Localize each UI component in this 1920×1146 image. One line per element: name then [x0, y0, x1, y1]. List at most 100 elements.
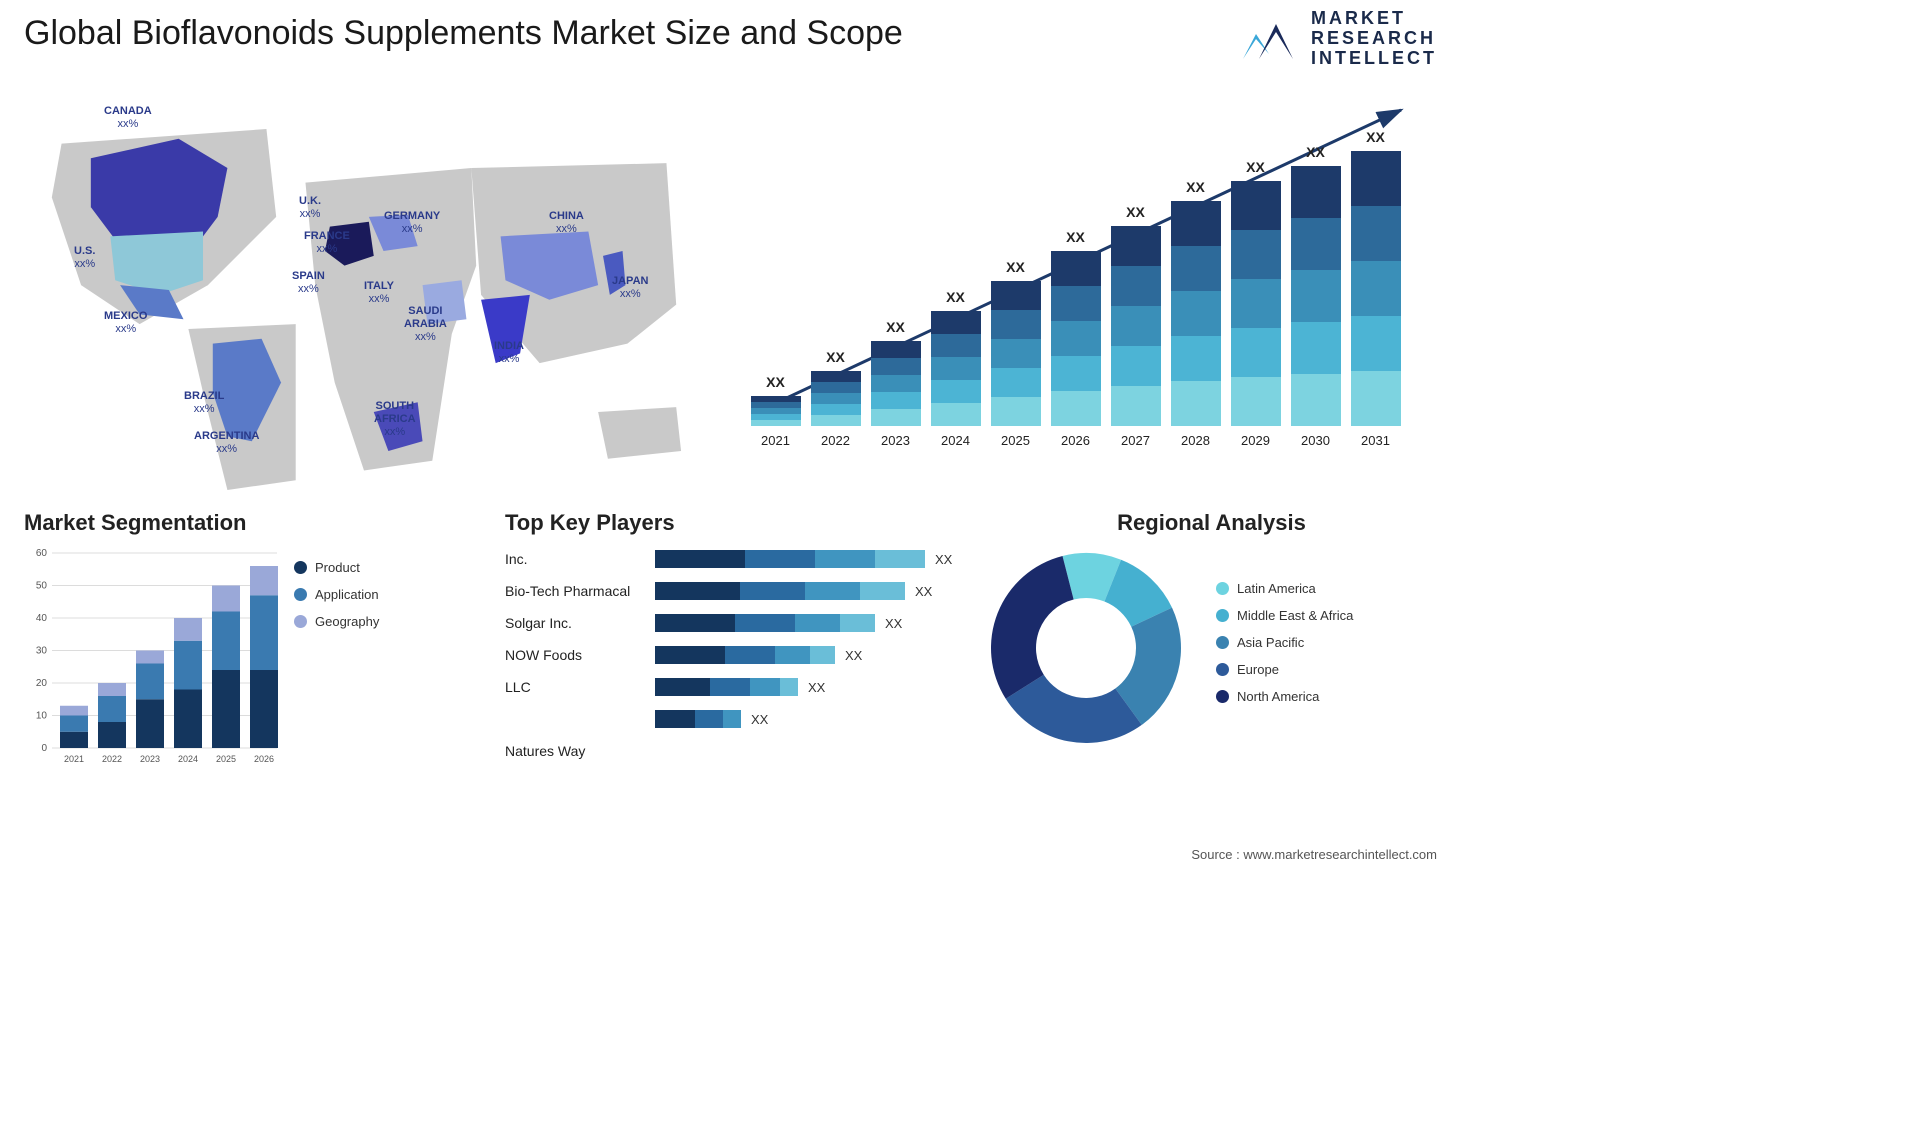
growth-year-label: 2024	[941, 433, 970, 448]
growth-year-label: 2029	[1241, 433, 1270, 448]
player-seg	[815, 550, 875, 568]
legend-dot	[1216, 636, 1229, 649]
player-row: Bio-Tech PharmacalXX	[505, 580, 956, 602]
growth-seg	[931, 334, 981, 357]
svg-text:2022: 2022	[102, 754, 122, 764]
growth-value-label: XX	[1306, 144, 1325, 160]
player-seg	[655, 614, 735, 632]
growth-seg	[1171, 336, 1221, 381]
growth-bar	[811, 371, 861, 426]
player-seg	[780, 678, 798, 696]
growth-seg	[1231, 230, 1281, 279]
donut-chart	[986, 548, 1186, 748]
player-seg	[655, 678, 710, 696]
svg-text:20: 20	[36, 678, 48, 689]
donut-wrap: Latin America Middle East & Africa Asia Pa…	[986, 548, 1437, 748]
legend-label: Product	[315, 560, 360, 575]
growth-seg	[1051, 286, 1101, 321]
segmentation-chart: 0102030405060202120222023202420252026	[24, 548, 284, 768]
legend-item: Latin America	[1216, 581, 1353, 596]
players-list: Inc.XX Bio-Tech PharmacalXX Solgar Inc. XX N…	[505, 548, 956, 762]
player-bar	[655, 646, 835, 664]
player-seg	[795, 614, 840, 632]
player-row: Inc.XX	[505, 548, 956, 570]
player-seg	[735, 614, 795, 632]
segmentation-title: Market Segmentation	[24, 510, 475, 536]
map-label: U.S.xx%	[74, 245, 95, 271]
growth-value-label: XX	[1066, 229, 1085, 245]
segmentation-legend: Product Application Geography	[294, 560, 379, 641]
player-seg	[695, 710, 723, 728]
top-row: CANADAxx%U.S.xx%MEXICOxx%BRAZILxx%ARGENT…	[24, 90, 1437, 490]
growth-value-label: XX	[766, 374, 785, 390]
player-seg	[655, 710, 695, 728]
growth-seg	[1351, 371, 1401, 426]
growth-seg	[1051, 251, 1101, 286]
player-row: Natures Way	[505, 740, 956, 762]
growth-seg	[931, 380, 981, 403]
legend-label: Latin America	[1237, 581, 1316, 596]
legend-item: North America	[1216, 689, 1353, 704]
player-bar-wrap: XX	[655, 582, 956, 600]
svg-text:40: 40	[36, 613, 48, 624]
map-label: CANADAxx%	[104, 105, 152, 131]
growth-seg	[811, 393, 861, 404]
player-seg	[740, 582, 805, 600]
legend-label: Asia Pacific	[1237, 635, 1304, 650]
source-text: Source : www.marketresearchintellect.com	[1191, 847, 1437, 862]
growth-seg	[931, 403, 981, 426]
growth-seg	[1051, 391, 1101, 426]
player-bar	[655, 614, 875, 632]
player-row: LLCXX	[505, 676, 956, 698]
growth-value-label: XX	[1186, 179, 1205, 195]
growth-chart-panel: 2021XX2022XX2023XX2024XX2025XX2026XX2027…	[751, 90, 1438, 490]
growth-bar	[1291, 166, 1341, 426]
svg-text:2024: 2024	[178, 754, 198, 764]
growth-seg	[991, 368, 1041, 397]
growth-seg	[871, 358, 921, 375]
growth-seg	[871, 409, 921, 426]
legend-dot	[294, 615, 307, 628]
growth-value-label: XX	[886, 319, 905, 335]
growth-bar	[1231, 181, 1281, 426]
legend-item: Geography	[294, 614, 379, 629]
map-label: MEXICOxx%	[104, 310, 147, 336]
logo-icon	[1241, 14, 1301, 64]
growth-seg	[1171, 246, 1221, 291]
svg-text:2025: 2025	[216, 754, 236, 764]
player-name: LLC	[505, 679, 655, 695]
growth-seg	[811, 404, 861, 415]
logo-text: MARKET RESEARCH INTELLECT	[1311, 9, 1437, 68]
logo-line: MARKET	[1311, 9, 1437, 29]
growth-value-label: XX	[1246, 159, 1265, 175]
segmentation-panel: Market Segmentation 01020304050602021202…	[24, 510, 475, 840]
map-label: ARGENTINAxx%	[194, 430, 259, 456]
legend-dot	[294, 561, 307, 574]
player-bar-wrap: XX	[655, 678, 956, 696]
page-title: Global Bioflavonoids Supplements Market …	[24, 14, 1437, 53]
legend-item: Application	[294, 587, 379, 602]
growth-seg	[931, 311, 981, 334]
logo: MARKET RESEARCH INTELLECT	[1241, 9, 1437, 68]
growth-bar	[1351, 151, 1401, 426]
player-seg	[710, 678, 750, 696]
map-label: SAUDIARABIAxx%	[404, 305, 447, 345]
growth-seg	[1291, 322, 1341, 374]
logo-line: INTELLECT	[1311, 49, 1437, 69]
growth-seg	[991, 310, 1041, 339]
growth-seg	[1111, 266, 1161, 306]
growth-seg	[1291, 374, 1341, 426]
player-row: NOW FoodsXX	[505, 644, 956, 666]
growth-seg	[1351, 206, 1401, 261]
player-value: XX	[915, 584, 932, 599]
growth-value-label: XX	[826, 349, 845, 365]
growth-value-label: XX	[946, 289, 965, 305]
player-name: Solgar Inc.	[505, 615, 655, 631]
svg-text:2026: 2026	[254, 754, 274, 764]
legend-label: Middle East & Africa	[1237, 608, 1353, 623]
legend-dot	[1216, 663, 1229, 676]
growth-bar	[991, 281, 1041, 426]
growth-year-label: 2025	[1001, 433, 1030, 448]
growth-seg	[1291, 270, 1341, 322]
players-panel: Top Key Players Inc.XXBio-Tech Pharmacal…	[505, 510, 956, 840]
